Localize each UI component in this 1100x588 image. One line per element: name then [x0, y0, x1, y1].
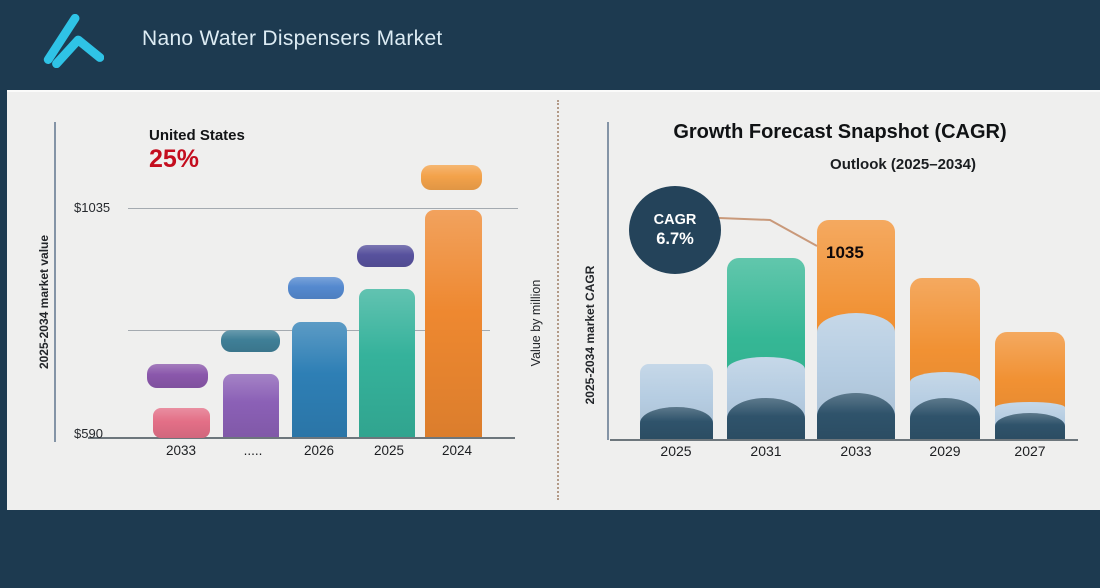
- right-chart-y-axis-line: [607, 122, 609, 440]
- right-chart-subtitle: Outlook (2025–2034): [830, 156, 976, 173]
- left-chart-y-axis-line: [54, 122, 56, 442]
- left-cat-2024: 2024: [441, 443, 473, 458]
- page-title: Nano Water Dispensers Market: [142, 27, 443, 50]
- bar-2026: [292, 322, 347, 437]
- brand-logo-icon: [43, 14, 104, 68]
- left-chart-tick-590: $590: [74, 426, 103, 441]
- bar-value-1035: 1035: [826, 243, 864, 262]
- right-cat-2031: 2031: [750, 443, 782, 459]
- left-chart-percent-value: 25%: [149, 145, 200, 173]
- bar-cap-2026: [288, 277, 344, 299]
- bar-dots: [223, 374, 279, 437]
- right-cat-2033: 2033: [840, 443, 872, 459]
- right-chart-y-axis-label: 2025-2034 market CAGR: [583, 265, 597, 405]
- cagr-badge: CAGR 6.7%: [629, 186, 721, 274]
- bar-2033: [153, 408, 210, 438]
- right-chart-baseline: [610, 439, 1078, 441]
- right-chart-title: Growth Forecast Snapshot (CAGR): [673, 121, 1007, 143]
- left-cat-2026: 2026: [303, 443, 335, 458]
- cagr-badge-label: CAGR: [653, 211, 697, 228]
- bar-cap-2033: [147, 364, 208, 388]
- right-cat-2025: 2025: [660, 443, 692, 459]
- stack-2027-navy: [995, 413, 1065, 439]
- bar-2025: [359, 289, 415, 437]
- right-cat-2027: 2027: [1014, 443, 1046, 459]
- right-cat-2029: 2029: [929, 443, 961, 459]
- left-chart-y-axis-label: 2025-2034 market value: [37, 234, 51, 370]
- bar-cap-2025: [357, 245, 414, 267]
- header-bar: Nano Water Dispensers Market: [0, 0, 1100, 90]
- stack-2033-navy: [817, 393, 895, 439]
- left-chart-region-label: United States: [149, 127, 245, 144]
- panel-divider: [557, 100, 559, 500]
- footer-bar: @ Future Data Matrix Snapshot GlobalNano…: [0, 510, 1100, 588]
- left-chart-baseline: [88, 437, 515, 439]
- bar-cap-2024: [421, 165, 482, 190]
- bar-2024: [425, 210, 482, 437]
- left-cat-dots: .....: [243, 443, 263, 458]
- stack-2029-navy: [910, 398, 980, 439]
- left-cat-2025: 2025: [373, 443, 405, 458]
- bar-cap-dots: [221, 330, 280, 352]
- stack-2025-navy: [640, 407, 713, 439]
- left-cat-2033: 2033: [165, 443, 197, 458]
- left-chart-gridline-top: [128, 208, 518, 209]
- left-chart-right-axis-label: Value by million: [529, 279, 543, 367]
- cagr-badge-value: 6.7%: [656, 229, 694, 248]
- stack-2031-navy: [727, 398, 805, 439]
- left-chart-tick-1035: $1035: [74, 200, 111, 215]
